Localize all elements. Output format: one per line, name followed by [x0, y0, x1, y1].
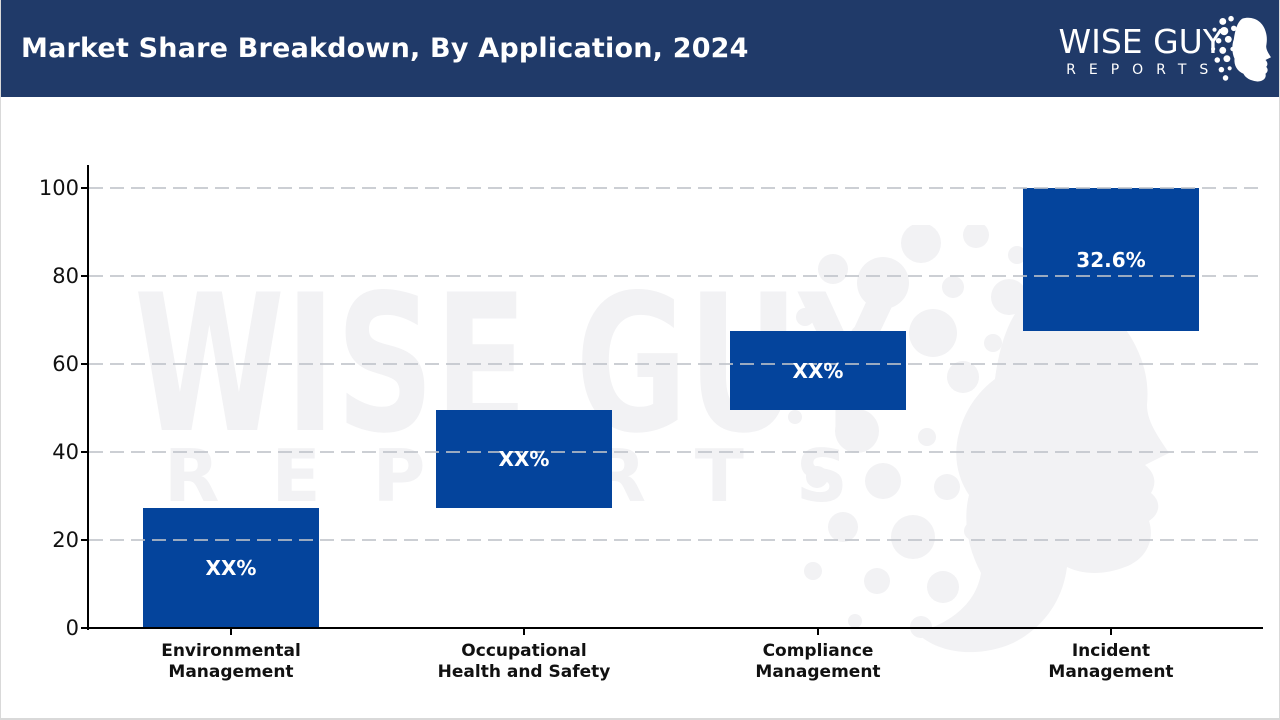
- category-label-line: Management: [168, 662, 294, 682]
- category-label-line: Incident: [1071, 641, 1151, 661]
- gridline-60: [89, 363, 1263, 365]
- chart-title: Market Share Breakdown, By Application, …: [21, 33, 749, 64]
- wiseguy-logo-sub: REPORTS: [1066, 61, 1222, 78]
- bar-value-label-occupational-health-and-safety: XX%: [498, 447, 550, 472]
- category-label-occupational-health-and-safety: Occupational Health and Safety: [378, 641, 670, 683]
- bar-value-label-incident-management: 32.6%: [1076, 247, 1146, 272]
- category-label-line: Environmental: [161, 641, 301, 661]
- gridline-40: [89, 451, 1263, 453]
- y-tick-label-60: 60: [52, 352, 79, 376]
- category-label-line: Occupational: [461, 641, 587, 661]
- header-bar: Market Share Breakdown, By Application, …: [1, 0, 1279, 97]
- category-label-line: Compliance: [762, 641, 874, 661]
- bar-compliance-management: [730, 331, 906, 411]
- y-tick-label-20: 20: [52, 528, 79, 552]
- wiseguy-logo-name: WISE GUY: [1058, 21, 1223, 61]
- wiseguy-logo-text: WISE GUY REPORTS: [1058, 25, 1223, 77]
- y-axis-line: [87, 165, 89, 630]
- y-tick-mark-20: [81, 539, 89, 541]
- category-label-incident-management: Incident Management: [965, 641, 1257, 683]
- y-tick-mark-80: [81, 275, 89, 277]
- y-tick-mark-60: [81, 363, 89, 365]
- bar-value-label-environmental-management: XX%: [205, 555, 257, 580]
- x-tick-mark-environmental-management: [230, 629, 232, 635]
- x-tick-mark-incident-management: [1110, 629, 1112, 635]
- x-tick-mark-compliance-management: [817, 629, 819, 635]
- gridline-100: [89, 187, 1263, 189]
- category-label-line: Health and Safety: [437, 662, 611, 682]
- x-tick-mark-occupational-health-and-safety: [523, 629, 525, 635]
- y-tick-label-100: 100: [38, 176, 79, 200]
- bar-value-label-compliance-management: XX%: [792, 358, 844, 383]
- bar-environmental-management: [143, 507, 319, 628]
- y-tick-label-40: 40: [52, 440, 79, 464]
- gridline-20: [89, 539, 1263, 541]
- y-tick-label-80: 80: [52, 264, 79, 288]
- gridline-80: [89, 275, 1263, 277]
- bar-occupational-health-and-safety: [436, 410, 612, 508]
- category-label-environmental-management: Environmental Management: [85, 641, 377, 683]
- wiseguy-logo: WISE GUY REPORTS: [1058, 7, 1271, 91]
- wiseguy-face-logo-icon: [1211, 15, 1271, 81]
- category-label-line: Management: [1048, 662, 1174, 682]
- category-label-line: Management: [755, 662, 881, 682]
- y-tick-label-0: 0: [65, 616, 79, 640]
- x-axis-line: [87, 627, 1263, 629]
- y-tick-mark-40: [81, 451, 89, 453]
- bar-incident-management: [1023, 188, 1199, 332]
- y-tick-mark-100: [81, 187, 89, 189]
- category-label-compliance-management: Compliance Management: [672, 641, 964, 683]
- y-tick-mark-0: [81, 627, 89, 629]
